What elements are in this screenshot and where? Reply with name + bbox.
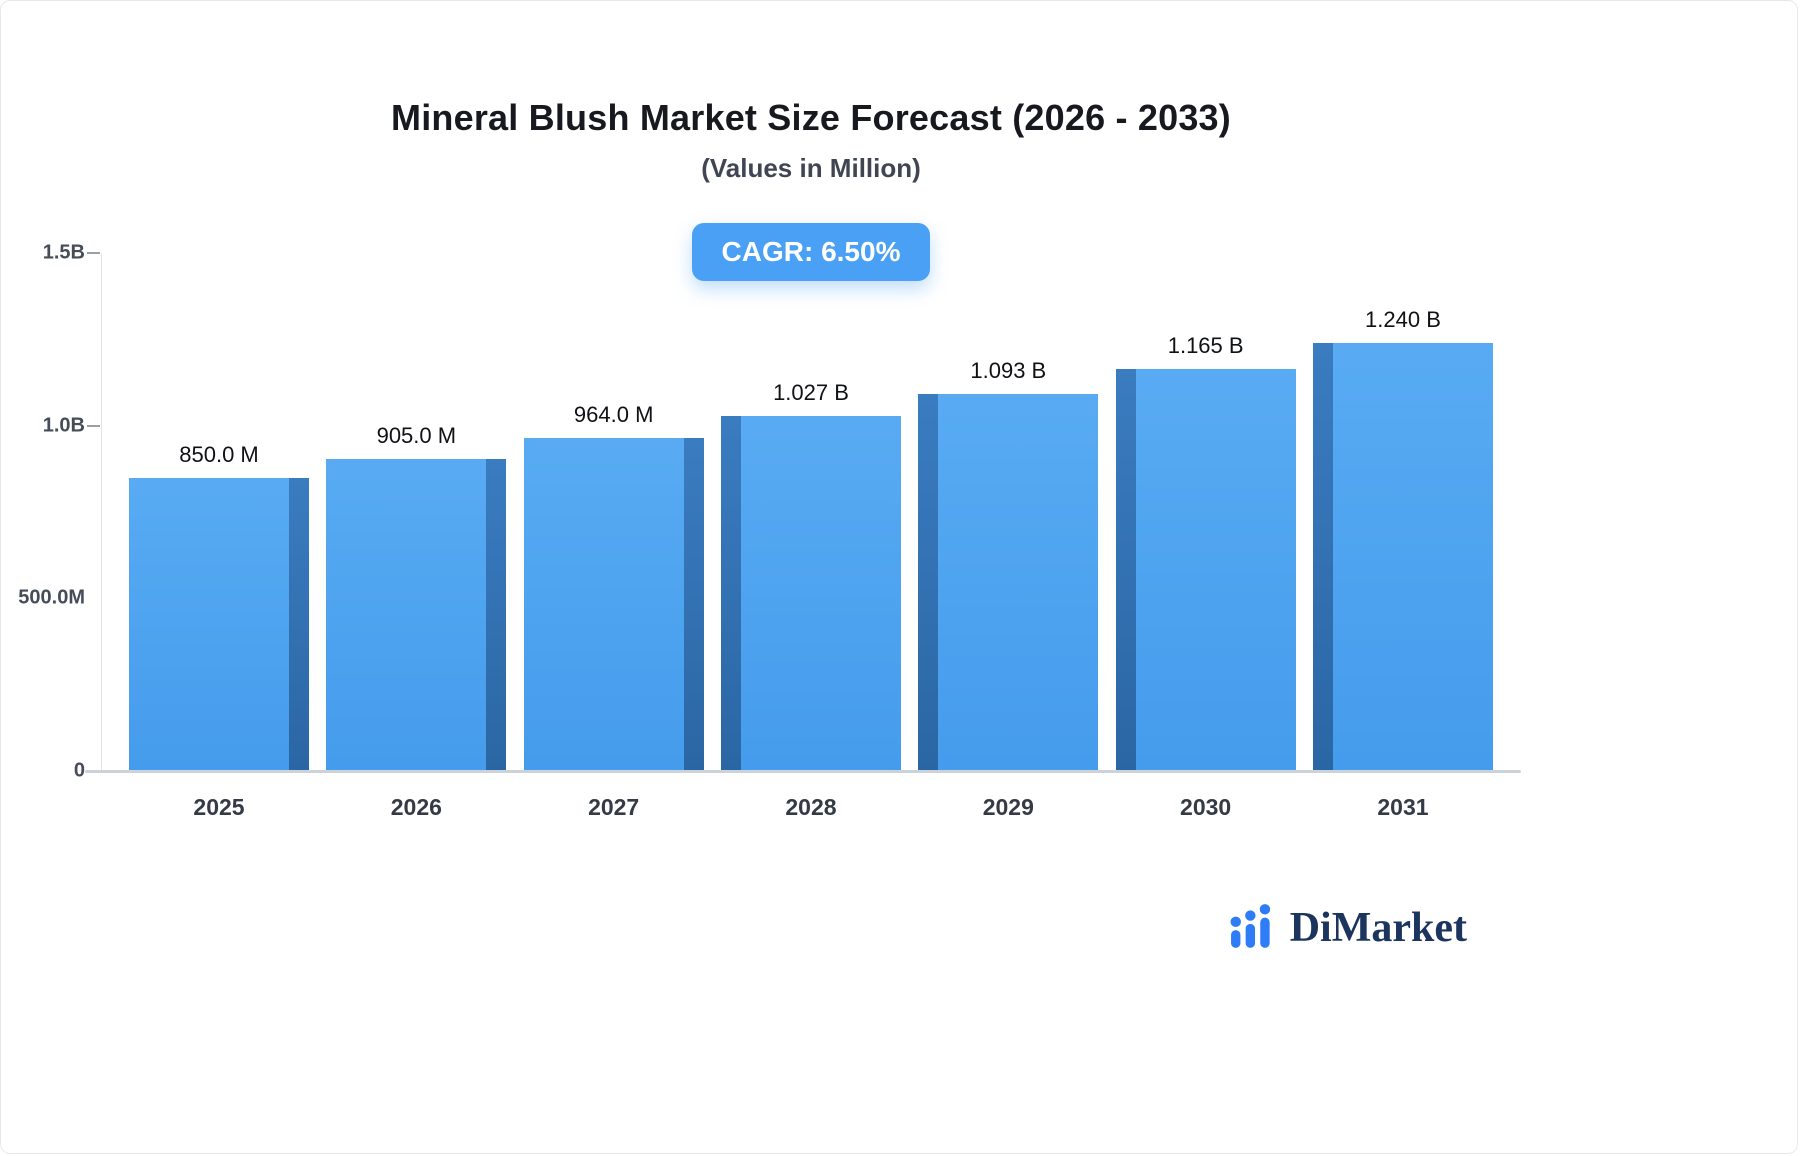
bar-side-face xyxy=(1115,368,1136,771)
y-tick-label: 500.0M xyxy=(18,586,85,609)
bar-side-face xyxy=(720,416,741,771)
bar-side-face xyxy=(918,393,939,771)
bar-value-label: 1.027 B xyxy=(773,380,849,406)
x-axis-label-2031: 2031 xyxy=(1377,794,1429,820)
bar-value-label: 905.0 M xyxy=(376,422,457,448)
bar-side-face xyxy=(1312,342,1333,771)
bar-group-2029: 1.093 B 2029 xyxy=(918,357,1099,820)
x-axis-label-2030: 2030 xyxy=(1180,794,1232,820)
bar-group-2025: 850.0 M 2025 xyxy=(129,441,309,820)
bar-group-2030: 1.165 B 2030 xyxy=(1115,332,1296,820)
x-axis-label-2029: 2029 xyxy=(982,794,1034,820)
bar-value-label: 1.240 B xyxy=(1365,306,1441,332)
y-axis: 0 500.0M 1.0B 1.5B xyxy=(1,242,85,782)
bar-value-label: 850.0 M xyxy=(179,441,259,467)
bar-2030 xyxy=(1115,368,1296,771)
y-tick-label: 1.0B xyxy=(42,414,85,437)
bar-2026 xyxy=(326,458,507,771)
bar-2025 xyxy=(129,477,309,771)
x-axis-label-2025: 2025 xyxy=(193,794,245,820)
bar-group-2027: 964.0 M 2027 xyxy=(523,402,704,820)
y-tick-mark xyxy=(87,252,100,254)
chart-subtitle: (Values in Million) xyxy=(701,153,921,183)
bar-side-face xyxy=(289,477,309,771)
y-tick-label: 1.5B xyxy=(42,241,85,264)
bar-2027 xyxy=(523,438,704,771)
chart-header: Mineral Blush Market Size Forecast (2026… xyxy=(1,97,1621,184)
bar-group-2026: 905.0 M 2026 xyxy=(326,422,507,820)
bar-value-label: 1.093 B xyxy=(970,357,1047,383)
bar-2029 xyxy=(918,393,1099,771)
bar-chart: 0 500.0M 1.0B 1.5B 850.0 M 2025 905.0 M 2026 96… xyxy=(18,242,1521,820)
y-axis-line xyxy=(101,253,102,771)
bar-side-face xyxy=(683,438,704,771)
bar-group-2031: 1.240 B 2031 xyxy=(1312,306,1493,820)
chart-title: Mineral Blush Market Size Forecast (2026… xyxy=(391,97,1231,138)
brand-logo: DiMarket xyxy=(1230,903,1467,949)
dimarket-bar-chart-icon xyxy=(1230,904,1270,948)
brand-name: DiMarket xyxy=(1289,905,1467,951)
x-axis-line xyxy=(85,770,1521,773)
bar-side-face xyxy=(486,458,507,771)
cagr-badge-wrap: CAGR: 6.50% xyxy=(1,223,1621,281)
bar-group-2028: 1.027 B 2028 xyxy=(720,380,901,820)
y-tick-mark xyxy=(87,424,100,427)
cagr-badge: CAGR: 6.50% xyxy=(691,223,931,281)
x-axis-label-2028: 2028 xyxy=(785,794,837,820)
x-axis-label-2026: 2026 xyxy=(390,794,442,820)
y-tick-label: 0 xyxy=(73,759,85,782)
bar-2028 xyxy=(720,416,901,771)
bar-2031 xyxy=(1312,342,1493,771)
x-axis-label-2027: 2027 xyxy=(588,794,640,820)
bars-area: 850.0 M 2025 905.0 M 2026 964.0 M 2027 1.027 B… xyxy=(101,253,1521,820)
bar-value-label: 964.0 M xyxy=(573,402,654,428)
bar-value-label: 1.165 B xyxy=(1167,332,1244,358)
